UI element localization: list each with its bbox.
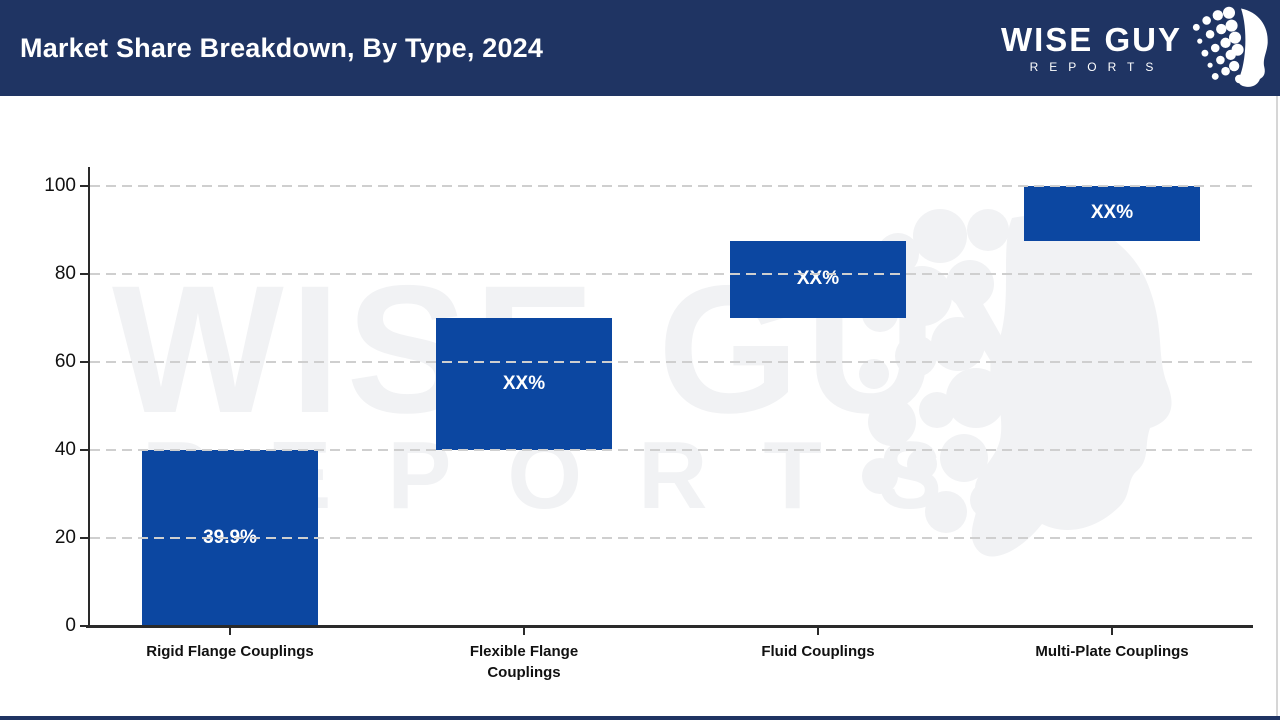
page-title: Market Share Breakdown, By Type, 2024	[20, 32, 544, 63]
y-axis-line	[88, 167, 90, 628]
x-tick-mark-3	[1111, 627, 1113, 635]
y-tick-mark-20	[80, 537, 88, 539]
x-category-label-1: Flexible Flange Couplings	[469, 643, 579, 681]
gridline-100	[90, 185, 1253, 187]
y-tick-label-20: 20	[54, 527, 76, 548]
x-category-label-2: Fluid Couplings	[761, 643, 875, 660]
gridline-80	[90, 273, 1253, 275]
gridline-60	[90, 361, 1253, 363]
logo-wiseguy-label: WISE GUY	[1000, 20, 1182, 58]
x-tick-mark-1	[523, 627, 525, 635]
y-tick-mark-60	[80, 361, 88, 363]
bottom-accent-strip	[0, 716, 1280, 720]
bar-value-label-1: XX%	[502, 373, 546, 395]
y-tick-mark-80	[80, 273, 88, 275]
bar-value-label-2: XX%	[796, 268, 840, 290]
bar-value-label-3: XX%	[1090, 202, 1134, 224]
bar-2: XX%	[730, 240, 906, 319]
y-tick-mark-40	[80, 449, 88, 451]
y-tick-label-80: 80	[54, 263, 76, 284]
wise-guy-reports-logo: WISE GUY REPORTS	[1001, 5, 1280, 91]
x-category-label-3: Multi-Plate Couplings	[1035, 643, 1189, 660]
x-axis-line	[86, 625, 1253, 628]
y-tick-label-0: 0	[65, 615, 76, 636]
plot-right-border	[1276, 96, 1278, 720]
y-tick-label-40: 40	[54, 439, 76, 460]
logo-head-icon	[1192, 6, 1268, 87]
header-bar: Market Share Breakdown, By Type, 2024 WI…	[0, 0, 1280, 96]
y-tick-label-100: 100	[44, 175, 76, 196]
x-tick-mark-2	[817, 627, 819, 635]
y-tick-label-60: 60	[54, 351, 76, 372]
x-category-label-0: Rigid Flange Couplings	[146, 643, 314, 660]
y-tick-mark-100	[80, 185, 88, 187]
logo-text: WISE GUY REPORTS	[1001, 23, 1182, 74]
y-tick-mark-0	[80, 625, 88, 627]
logo-reports-label: REPORTS	[1029, 59, 1165, 74]
gridline-20	[90, 537, 1253, 539]
x-tick-mark-0	[229, 627, 231, 635]
bar-1: XX%	[436, 318, 612, 451]
bar-3: XX%	[1024, 186, 1200, 241]
gridline-40	[90, 449, 1253, 451]
